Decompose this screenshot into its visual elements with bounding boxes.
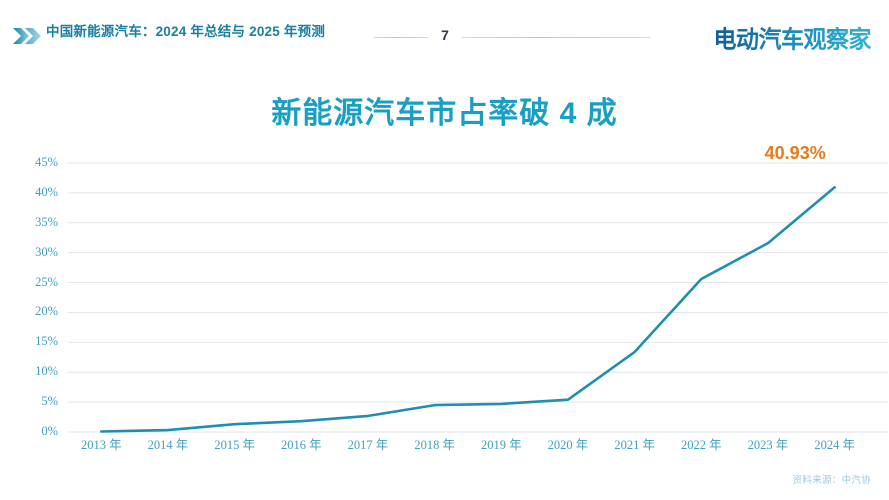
chart-series-line xyxy=(100,186,837,433)
y-axis-tick: 30% xyxy=(35,244,58,259)
y-axis-tick: 25% xyxy=(35,274,58,289)
x-axis-tick: 2019 年 xyxy=(481,438,522,452)
brand-logo: 电动汽车观察家 xyxy=(714,19,872,55)
double-chevron-right-icon xyxy=(12,26,42,46)
y-axis-tick: 35% xyxy=(35,214,58,229)
breadcrumb: 中国新能源汽车：2024 年总结与 2025 年预测 xyxy=(46,24,326,39)
y-axis-tick: 0% xyxy=(41,424,58,438)
y-axis-tick: 40% xyxy=(35,184,58,199)
source-note: 资料来源：中汽协 xyxy=(792,475,871,486)
slide-header: 中国新能源汽车：2024 年总结与 2025 年预测 7 电动汽车观察家 xyxy=(0,0,889,68)
x-axis-tick: 2013 年 xyxy=(81,438,122,452)
y-axis-tick: 20% xyxy=(35,304,58,319)
x-axis-tick: 2014 年 xyxy=(147,438,189,452)
x-axis-tick: 2018 年 xyxy=(414,438,455,452)
header-divider-right xyxy=(462,37,650,38)
header-divider-left xyxy=(374,37,428,38)
x-axis-tick: 2023 年 xyxy=(747,438,789,452)
x-axis-tick: 2021 年 xyxy=(614,438,655,452)
y-axis-tick: 5% xyxy=(41,394,58,409)
y-axis-tick: 45% xyxy=(35,155,58,169)
y-axis-tick: 10% xyxy=(35,364,58,379)
y-axis-tick: 15% xyxy=(35,334,58,349)
x-axis-tick: 2017 年 xyxy=(347,438,389,452)
x-axis-tick: 2024 年 xyxy=(814,438,855,452)
chart-gridlines xyxy=(68,162,888,433)
x-axis-tick: 2022 年 xyxy=(681,438,722,452)
data-label-2024: 40.93% xyxy=(764,143,826,164)
x-axis-tick: 2016 年 xyxy=(281,438,322,452)
x-axis-tick: 2020 年 xyxy=(547,438,589,452)
page-number: 7 xyxy=(441,27,449,43)
x-axis-tick: 2015 年 xyxy=(214,438,255,452)
page-title: 新能源汽车市占率破 4 成 xyxy=(271,97,618,130)
